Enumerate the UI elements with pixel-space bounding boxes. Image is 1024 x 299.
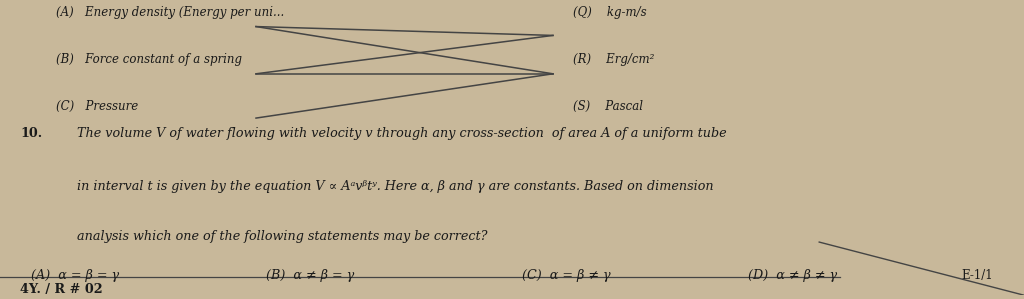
Text: (D)  α ≠ β ≠ γ: (D) α ≠ β ≠ γ [748,269,837,282]
Text: (R)    Erg/cm²: (R) Erg/cm² [573,53,654,66]
Text: (B)  α ≠ β = γ: (B) α ≠ β = γ [266,269,354,282]
Text: (A)  α = β = γ: (A) α = β = γ [31,269,119,282]
Text: (A)   Energy density (Energy per uni...: (A) Energy density (Energy per uni... [41,6,285,19]
Text: (Q)    kg-m/s: (Q) kg-m/s [573,6,647,19]
Text: 4Y. / R # 02: 4Y. / R # 02 [20,283,103,296]
Text: analysis which one of the following statements may be correct?: analysis which one of the following stat… [77,230,487,243]
Text: in interval t is given by the equation V ∝ Aᵃvᵝtʸ. Here α, β and γ are constants: in interval t is given by the equation V… [77,180,714,193]
Text: (C)   Pressure: (C) Pressure [41,100,138,113]
Text: (B)   Force constant of a spring: (B) Force constant of a spring [41,53,242,66]
Text: 10.: 10. [20,127,43,140]
Text: (C)  α = β ≠ γ: (C) α = β ≠ γ [522,269,611,282]
Text: E-1/1: E-1/1 [962,269,993,282]
Text: The volume V of water flowing with velocity v through any cross-section  of area: The volume V of water flowing with veloc… [77,127,726,140]
Text: (S)    Pascal: (S) Pascal [573,100,643,113]
